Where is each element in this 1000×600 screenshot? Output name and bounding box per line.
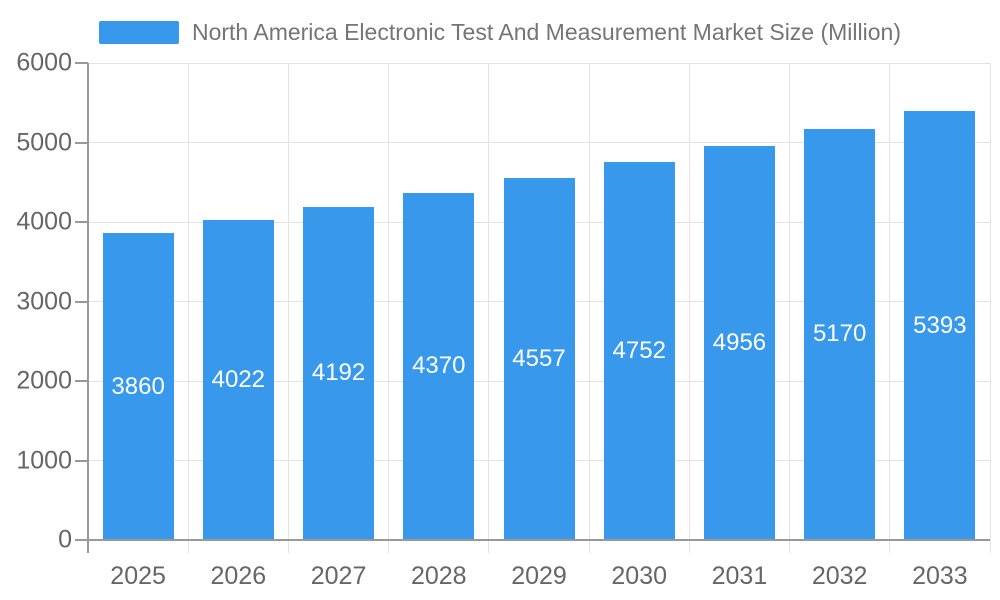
x-axis-label: 2025 — [110, 562, 166, 590]
y-axis-tick — [75, 62, 88, 64]
bar-value-label: 4752 — [612, 337, 666, 365]
y-axis-tick — [75, 300, 88, 303]
x-gridline — [588, 63, 590, 553]
bar-2032[interactable] — [804, 128, 876, 540]
x-axis-label: 2031 — [711, 562, 768, 590]
y-axis-tick — [75, 221, 88, 223]
bar-2025[interactable] — [102, 233, 174, 540]
y-axis-label: 0 — [58, 525, 72, 554]
y-axis-label: 6000 — [16, 48, 72, 77]
chart-legend[interactable]: North America Electronic Test And Measur… — [0, 18, 1000, 46]
legend-label: North America Electronic Test And Measur… — [191, 19, 901, 45]
bar-value-label: 5170 — [812, 320, 867, 348]
bar-2027[interactable] — [303, 206, 375, 540]
y-axis-line — [87, 63, 89, 553]
bar-value-label: 4557 — [512, 344, 566, 372]
x-axis-label: 2026 — [210, 562, 267, 590]
x-gridline — [388, 63, 390, 553]
bar-2026[interactable] — [202, 220, 274, 540]
x-gridline — [889, 63, 891, 553]
bar-value-label: 4022 — [211, 366, 266, 394]
x-gridline — [688, 63, 690, 553]
x-axis-label: 2029 — [511, 562, 567, 590]
y-axis-tick — [75, 380, 88, 382]
bar-2031[interactable] — [703, 145, 775, 540]
bar-value-label: 4956 — [712, 328, 767, 356]
x-gridline — [989, 63, 991, 553]
x-axis-line — [88, 539, 990, 541]
bar-2033[interactable] — [904, 111, 976, 540]
x-gridline — [287, 63, 289, 553]
legend-swatch[interactable] — [98, 20, 179, 44]
y-axis-label: 5000 — [16, 128, 72, 156]
x-axis-label: 2033 — [912, 562, 968, 590]
y-axis-label: 4000 — [16, 207, 72, 236]
bar-2028[interactable] — [403, 192, 475, 540]
x-axis-label: 2027 — [310, 562, 367, 590]
y-axis-tick — [75, 539, 88, 541]
y-axis-label: 3000 — [16, 287, 72, 315]
x-gridline — [187, 63, 189, 553]
x-gridline — [488, 63, 490, 553]
x-axis-label: 2032 — [811, 562, 868, 590]
x-axis-label: 2030 — [611, 562, 668, 590]
y-gridline — [88, 62, 990, 64]
bar-2030[interactable] — [603, 162, 675, 540]
y-axis-tick — [75, 459, 88, 462]
x-axis-label: 2028 — [410, 562, 467, 590]
bar-value-label: 3860 — [111, 372, 165, 400]
bar-value-label: 4192 — [311, 359, 366, 387]
y-gridline — [88, 142, 990, 143]
y-axis-tick — [75, 141, 88, 144]
bar-value-label: 4370 — [412, 352, 466, 380]
y-axis-label: 1000 — [16, 446, 72, 474]
bar-2029[interactable] — [503, 177, 575, 540]
bar-value-label: 5393 — [913, 311, 967, 339]
y-axis-label: 2000 — [16, 366, 72, 395]
x-gridline — [789, 63, 791, 553]
